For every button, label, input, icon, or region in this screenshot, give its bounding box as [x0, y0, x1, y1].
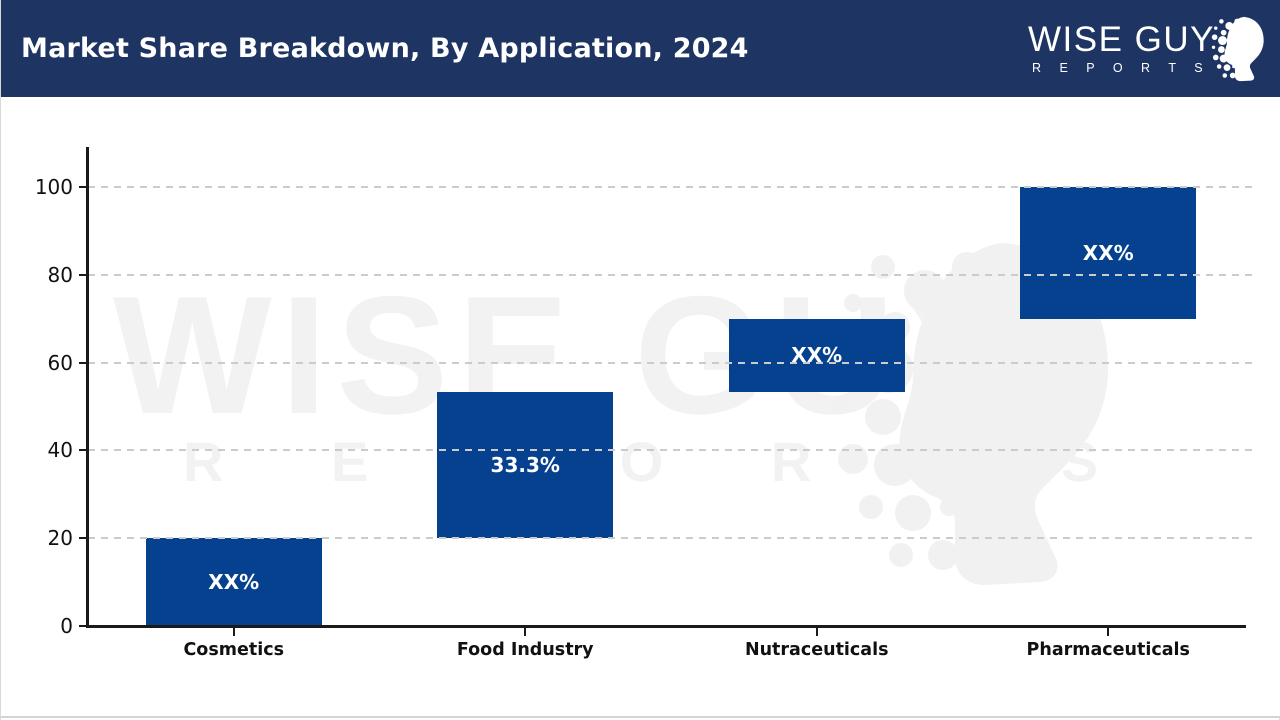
x-tick-2	[815, 627, 818, 636]
bar-value-label: XX%	[1082, 240, 1134, 265]
y-tick-80	[79, 273, 87, 276]
bottom-border-line	[1, 716, 1280, 718]
page-title: Market Share Breakdown, By Application, …	[21, 33, 749, 64]
y-tick-0	[79, 625, 87, 627]
x-axis-line	[86, 625, 1246, 628]
category-label-nutraceuticals: Nutraceuticals	[744, 640, 889, 660]
x-tick-3	[1107, 627, 1110, 636]
y-tick-60	[79, 361, 87, 364]
y-tick-label-100: 100	[34, 175, 73, 199]
header-band: Market Share Breakdown, By Application, …	[1, 0, 1280, 97]
category-label-cosmetics: Cosmetics	[183, 640, 285, 660]
bar-value-label: XX%	[791, 343, 843, 368]
gridline-40	[88, 449, 1254, 452]
logo-text: WISE GUY R E P O R T S	[1027, 19, 1215, 76]
bar-pharmaceuticals	[1020, 187, 1197, 319]
y-tick-100	[79, 186, 87, 188]
gridline-20	[88, 537, 1254, 540]
bar-food-industry	[437, 392, 614, 539]
logo-wordmark: WISE GUY	[1027, 19, 1215, 59]
logo-head-icon	[1211, 16, 1264, 81]
y-tick-label-0: 0	[60, 614, 73, 638]
wise-guy-reports-logo: WISE GUY R E P O R T S	[1028, 12, 1271, 86]
y-tick-label-40: 40	[47, 438, 73, 463]
y-tick-20	[79, 537, 87, 540]
category-label-food-industry: Food Industry	[456, 640, 594, 660]
gridline-100	[88, 186, 1254, 188]
x-tick-0	[232, 627, 235, 636]
y-tick-label-60: 60	[47, 350, 73, 375]
bar-value-label: 33.3%	[490, 453, 560, 478]
category-label-pharmaceuticals: Pharmaceuticals	[1026, 640, 1190, 660]
gridline-80	[88, 273, 1254, 276]
bar-cosmetics	[145, 538, 322, 626]
x-tick-1	[524, 627, 527, 636]
y-tick-label-20: 20	[47, 526, 73, 551]
logo-subtext: R E P O R T S	[1031, 61, 1211, 76]
bar-value-label: XX%	[208, 570, 260, 595]
bar-nutraceuticals	[728, 318, 905, 392]
chart-area: WISE GUY R E P O R T S 0 20 40 60 80 100 XX% Co…	[1, 97, 1280, 717]
y-tick-label-80: 80	[47, 262, 73, 287]
y-tick-40	[79, 449, 87, 452]
y-axis-line	[86, 146, 89, 628]
gridline-60	[88, 361, 1254, 364]
